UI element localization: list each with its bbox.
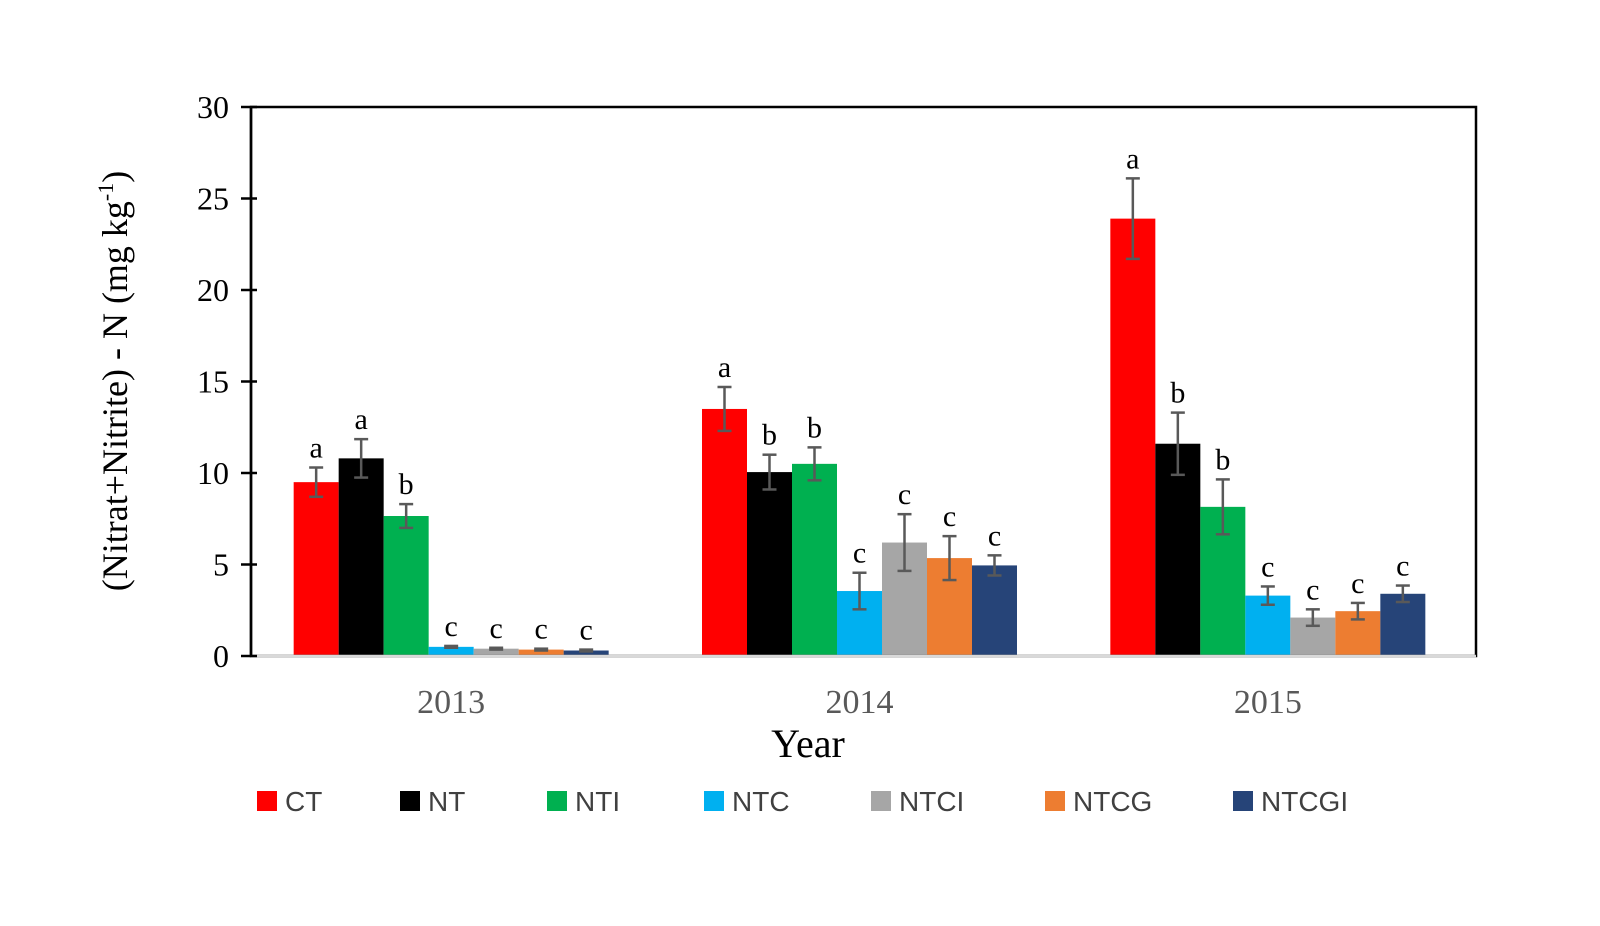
legend-label: NT	[428, 786, 465, 817]
legend: CT NT NTI NTC NTCI NTCG NTCGI	[257, 786, 1348, 817]
y-axis-title-main: (Nitrat+Nitrite) - N (mg kg	[95, 201, 135, 591]
bar-ntci-2013	[473, 648, 519, 656]
x-tick-label: 2014	[826, 684, 894, 721]
legend-item-ntci: NTCI	[871, 786, 964, 817]
x-axis: 2013 2014 2015	[417, 684, 1302, 721]
y-tick-label: 0	[213, 638, 229, 674]
significance-letter: b	[1170, 377, 1185, 410]
significance-letter: a	[355, 403, 368, 436]
significance-letter: c	[988, 519, 1001, 552]
y-tick-label: 15	[197, 364, 229, 400]
significance-letter: c	[898, 478, 911, 511]
y-axis: 0 5 10 15 20 25 30	[197, 89, 257, 674]
legend-label: NTI	[575, 786, 620, 817]
bar-ntc-2013	[428, 646, 474, 656]
x-axis-title: Year	[771, 721, 845, 766]
y-tick-label: 20	[197, 272, 229, 308]
legend-item-nt: NT	[400, 786, 465, 817]
significance-letter: c	[535, 613, 548, 646]
legend-swatch	[257, 791, 277, 811]
legend-swatch	[704, 791, 724, 811]
legend-label: NTC	[732, 786, 790, 817]
significance-letter: c	[943, 500, 956, 533]
significance-letter: b	[399, 468, 414, 501]
bar-ntcgi-2014	[972, 565, 1017, 656]
bar-ntcg-2013	[518, 649, 564, 656]
significance-letter: b	[1215, 443, 1230, 476]
legend-swatch	[1045, 791, 1065, 811]
significance-letter: c	[1351, 567, 1364, 600]
significance-letter: a	[1126, 142, 1139, 175]
bar-nt-2013	[338, 458, 384, 656]
bar-nti-2013	[383, 516, 429, 656]
legend-item-ct: CT	[257, 786, 322, 817]
significance-letter: b	[807, 411, 822, 444]
significance-letter: a	[310, 432, 323, 465]
significance-letter: c	[1261, 550, 1274, 583]
y-axis-title: (Nitrat+Nitrite) - N (mg kg-1)	[93, 171, 135, 592]
bar-ct-2015	[1110, 218, 1156, 656]
bar-ct-2014	[702, 408, 747, 656]
significance-letter: a	[718, 351, 731, 384]
legend-swatch	[400, 791, 420, 811]
y-tick-label: 25	[197, 181, 229, 217]
legend-label: NTCGI	[1261, 786, 1348, 817]
bar-ntcgi-2015	[1380, 593, 1426, 656]
x-tick-label: 2015	[1234, 684, 1302, 721]
y-tick-label: 30	[197, 89, 229, 125]
x-tick-label: 2013	[417, 684, 485, 721]
legend-item-nti: NTI	[547, 786, 620, 817]
significance-letter: c	[1306, 573, 1319, 606]
legend-item-ntcg: NTCG	[1045, 786, 1152, 817]
significance-letter: c	[580, 614, 593, 647]
bar-nt-2015	[1155, 443, 1201, 656]
bar-ct-2013	[293, 482, 339, 656]
legend-label: NTCI	[899, 786, 964, 817]
legend-label: NTCG	[1073, 786, 1152, 817]
legend-item-ntcgi: NTCGI	[1233, 786, 1348, 817]
significance-letter: b	[762, 419, 777, 452]
significance-letter: c	[490, 612, 503, 645]
bar-nt-2014	[747, 472, 792, 656]
legend-label: CT	[285, 786, 322, 817]
y-tick-label: 10	[197, 455, 229, 491]
legend-item-ntc: NTC	[704, 786, 790, 817]
significance-letter: c	[445, 610, 458, 643]
legend-swatch	[547, 791, 567, 811]
bar-nti-2014	[792, 463, 837, 656]
significance-letter: c	[1396, 550, 1409, 583]
y-axis-title-end: )	[95, 171, 135, 183]
bar-ntcgi-2013	[563, 650, 609, 656]
y-tick-label: 5	[213, 547, 229, 583]
legend-swatch	[871, 791, 891, 811]
y-axis-title-sup: -1	[93, 183, 118, 201]
legend-swatch	[1233, 791, 1253, 811]
significance-letter: c	[853, 537, 866, 570]
